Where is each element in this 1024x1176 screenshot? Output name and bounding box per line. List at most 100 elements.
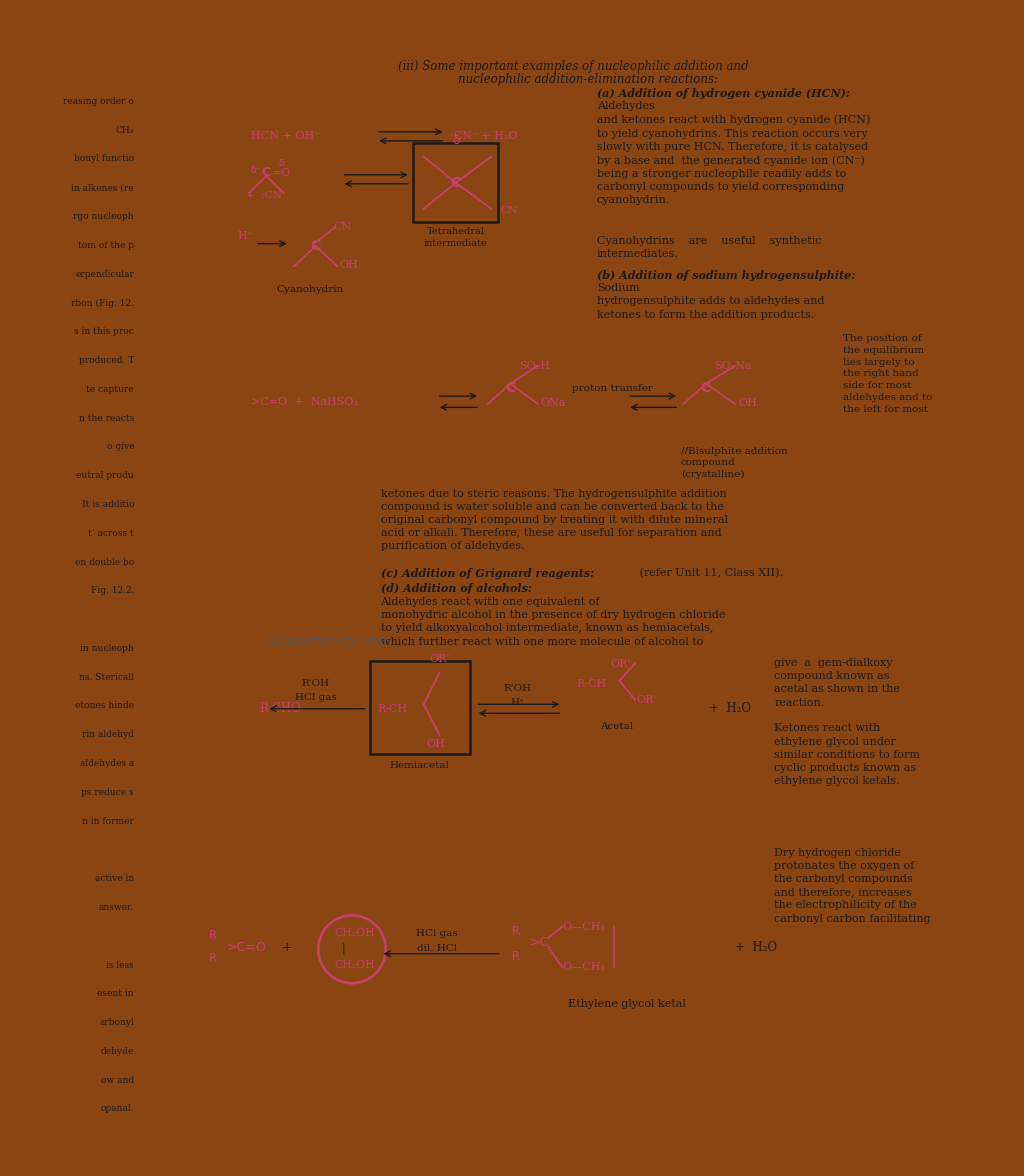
- Text: R: R: [209, 929, 217, 942]
- Text: R'OH: R'OH: [503, 684, 531, 693]
- Text: en double bo: en double bo: [75, 557, 134, 567]
- Text: Sodium
hydrogensulphite adds to aldehydes and
ketones to form the addition produ: Sodium hydrogensulphite adds to aldehyde…: [597, 283, 824, 320]
- Bar: [370, 661, 470, 754]
- Text: ow and: ow and: [101, 1076, 134, 1084]
- Text: R-CH: R-CH: [577, 679, 606, 689]
- Text: te capture: te capture: [86, 385, 134, 394]
- Text: dil. HCl: dil. HCl: [417, 943, 457, 953]
- Text: erpendicular: erpendicular: [75, 269, 134, 279]
- Text: ŏ: ŏ: [452, 134, 460, 147]
- Text: SO₃H: SO₃H: [519, 361, 550, 370]
- Text: C: C: [451, 175, 461, 189]
- Text: t’ across t: t’ across t: [88, 529, 134, 537]
- Text: SO₃Na: SO₃Na: [714, 361, 752, 370]
- Text: n in former: n in former: [82, 816, 134, 826]
- Text: Tetrahedral: Tetrahedral: [427, 227, 484, 235]
- Text: H⁺: H⁺: [510, 697, 524, 707]
- Text: ketones due to steric reasons. The hydrogensulphite addition
compound is water s: ketones due to steric reasons. The hydro…: [381, 489, 727, 552]
- Text: OR': OR': [610, 659, 631, 669]
- Text: intermediate: intermediate: [424, 239, 487, 248]
- Bar: [414, 143, 499, 222]
- Text: //Bisulphite addition
compound
(crystalline): //Bisulphite addition compound (crystall…: [681, 447, 787, 479]
- Text: rgo nucleoph: rgo nucleoph: [74, 212, 134, 221]
- Text: in nucleoph: in nucleoph: [80, 644, 134, 653]
- Text: Graduation for Imp: Graduation for Imp: [268, 635, 386, 648]
- Text: Cyanohydrin: Cyanohydrin: [275, 286, 343, 294]
- Text: +  H₂O: + H₂O: [710, 702, 752, 715]
- Text: H⁺: H⁺: [238, 230, 253, 241]
- Text: give  a  gem-dialkoxy
compound known as
acetal as shown in the
reaction.: give a gem-dialkoxy compound known as ac…: [774, 659, 900, 708]
- Text: HCN + OH⁻: HCN + OH⁻: [251, 132, 319, 141]
- Text: o give: o give: [106, 442, 134, 452]
- Text: CN: CN: [333, 222, 351, 232]
- Text: =O: =O: [273, 167, 292, 178]
- Text: (refer Unit 11, Class XII).: (refer Unit 11, Class XII).: [636, 568, 782, 579]
- Text: ps reduce s: ps reduce s: [82, 788, 134, 797]
- Text: C: C: [262, 166, 271, 179]
- Text: >C=O  +  NaHSO₃: >C=O + NaHSO₃: [251, 396, 357, 407]
- Text: ns. Stericall: ns. Stericall: [79, 673, 134, 682]
- Text: (iii) Some important examples of nucleophilic addition and: (iii) Some important examples of nucleop…: [397, 60, 749, 73]
- Text: OR': OR': [429, 654, 450, 663]
- Text: opanal.: opanal.: [100, 1104, 134, 1114]
- Text: (c) Addition of Grignard reagents:: (c) Addition of Grignard reagents:: [381, 568, 594, 579]
- Text: OR': OR': [637, 695, 657, 704]
- Text: produced. T: produced. T: [79, 356, 134, 365]
- Text: |: |: [342, 942, 345, 954]
- Text: Fig. 12.2.: Fig. 12.2.: [90, 587, 134, 595]
- Text: CN: CN: [500, 207, 517, 215]
- Text: R: R: [512, 949, 520, 962]
- Text: δ⁺: δ⁺: [251, 166, 261, 175]
- Text: CH₂OH: CH₂OH: [335, 960, 375, 970]
- Text: OH: OH: [738, 397, 757, 408]
- Text: tom of the p: tom of the p: [78, 241, 134, 249]
- Text: (a) Addition of hydrogen cyanide (HCN):: (a) Addition of hydrogen cyanide (HCN):: [597, 88, 850, 99]
- Text: esent in: esent in: [97, 989, 134, 998]
- Text: in alkenes (re: in alkenes (re: [72, 183, 134, 192]
- Text: It is additio: It is additio: [82, 500, 134, 509]
- Text: (d) Addition of alcohols:: (d) Addition of alcohols:: [381, 583, 531, 595]
- Text: OH: OH: [426, 740, 445, 749]
- Text: eutral produ: eutral produ: [77, 472, 134, 480]
- Text: :CN⁻ + H₂O: :CN⁻ + H₂O: [450, 132, 517, 141]
- Text: is less: is less: [106, 961, 134, 969]
- Text: HCl gas: HCl gas: [416, 929, 458, 938]
- Text: +: +: [279, 941, 293, 954]
- Text: R'OH: R'OH: [301, 680, 330, 688]
- Text: Hemiacetal: Hemiacetal: [390, 761, 450, 770]
- Text: (b) Addition of sodium hydrogensulphite:: (b) Addition of sodium hydrogensulphite:: [597, 269, 855, 281]
- Text: Ketones react with
ethylene glycol under
similar conditions to form
cyclic produ: Ketones react with ethylene glycol under…: [774, 723, 921, 787]
- Text: reasing order o: reasing order o: [63, 96, 134, 106]
- Text: Aldehydes react with one equivalent of
monohydric alcohol in the presence of dry: Aldehydes react with one equivalent of m…: [381, 597, 725, 647]
- Text: C: C: [700, 381, 711, 395]
- Text: O—CH₂: O—CH₂: [562, 922, 605, 931]
- Text: R-CHO: R-CHO: [259, 702, 301, 715]
- Text: rbon (Fig. 12.: rbon (Fig. 12.: [71, 299, 134, 308]
- Text: answer.: answer.: [99, 903, 134, 911]
- Text: C: C: [310, 239, 321, 253]
- Text: arbonyl: arbonyl: [99, 1018, 134, 1027]
- Text: C: C: [505, 381, 515, 395]
- Text: CH₃: CH₃: [116, 126, 134, 135]
- Text: active in: active in: [95, 874, 134, 883]
- Text: >C: >C: [529, 936, 549, 949]
- Text: etones hinde: etones hinde: [75, 701, 134, 710]
- Text: +  H₂O: + H₂O: [735, 941, 777, 954]
- Text: rin aldehyd: rin aldehyd: [82, 730, 134, 740]
- Text: dehyde: dehyde: [100, 1047, 134, 1056]
- Text: +  :CN: + :CN: [247, 191, 283, 200]
- Text: aldehydes a: aldehydes a: [80, 759, 134, 768]
- Text: Aldehydes
and ketones react with hydrogen cyanide (HCN)
to yield cyanohydrins. T: Aldehydes and ketones react with hydroge…: [597, 101, 870, 206]
- Text: R-CH: R-CH: [377, 703, 408, 714]
- Text: Acetal: Acetal: [600, 722, 633, 731]
- Text: OH: OH: [339, 260, 357, 270]
- Text: CH₂OH: CH₂OH: [335, 929, 375, 938]
- Text: proton transfer: proton transfer: [572, 383, 653, 393]
- Text: Ethylene glycol ketal: Ethylene glycol ketal: [568, 998, 686, 1009]
- Text: Cyanohydrins    are    useful    synthetic
intermediates.: Cyanohydrins are useful synthetic interm…: [597, 235, 821, 259]
- Text: δ⁻: δ⁻: [279, 159, 289, 168]
- Text: >C=O: >C=O: [226, 941, 266, 954]
- Text: O—CH₂: O—CH₂: [562, 962, 605, 973]
- Text: ONa: ONa: [541, 397, 566, 408]
- Text: nucleophilic addition-elimination reactions:: nucleophilic addition-elimination reacti…: [459, 73, 719, 86]
